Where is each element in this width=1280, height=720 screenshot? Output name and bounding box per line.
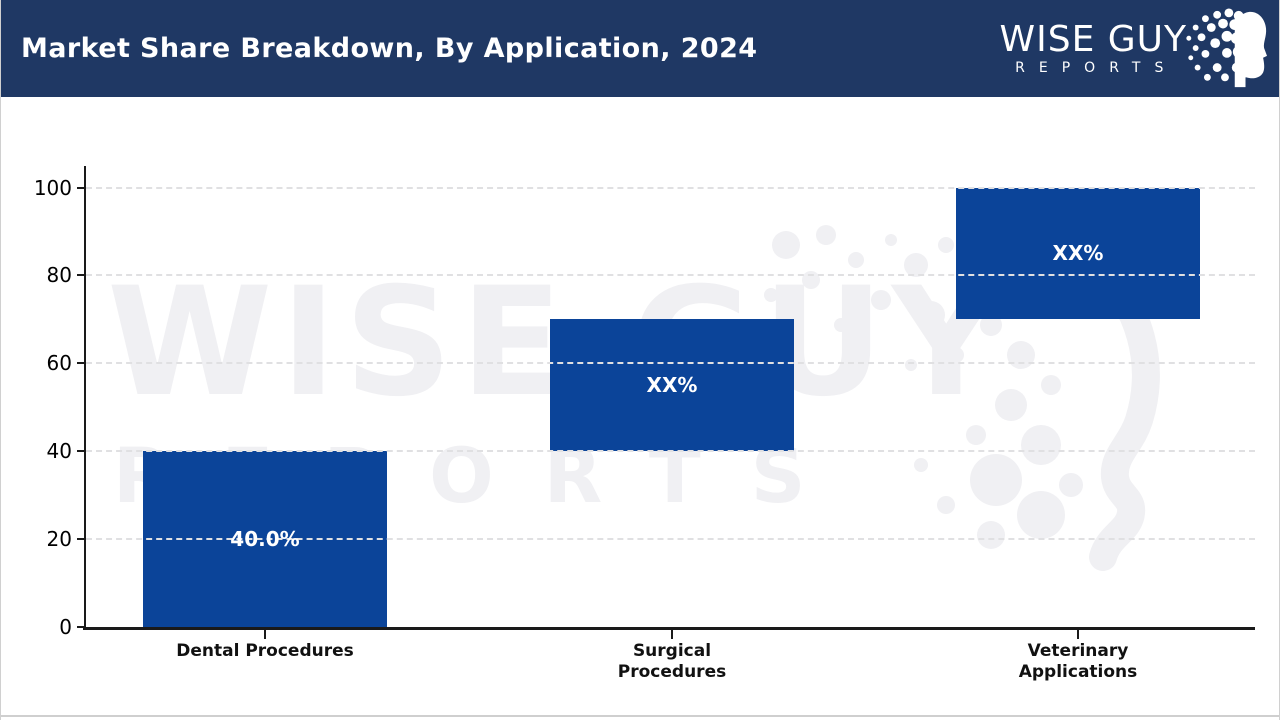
watermark-face-icon xyxy=(764,225,1160,571)
y-tick-0 xyxy=(77,626,84,628)
x-axis-line xyxy=(83,627,1255,630)
face-profile-dots-icon xyxy=(1186,7,1267,87)
y-axis-line xyxy=(84,166,86,630)
y-tick-label-20: 20 xyxy=(46,527,72,552)
bar-veterinary-applications xyxy=(956,187,1200,320)
chart-title: Market Share Breakdown, By Application, … xyxy=(21,33,758,64)
category-label-veterinary-applications: Veterinary Applications xyxy=(1018,641,1138,682)
logo-text: WISE GUY REPORTS xyxy=(999,18,1188,76)
category-label-dental-procedures: Dental Procedures xyxy=(176,641,354,661)
y-tick-label-100: 100 xyxy=(33,175,72,200)
bottom-border xyxy=(1,715,1279,717)
bar-value-label: XX% xyxy=(1052,241,1104,266)
logo-subtext: REPORTS xyxy=(1015,59,1178,76)
gridline-20 xyxy=(86,538,1255,541)
x-tick-surgical-procedures xyxy=(671,630,673,639)
x-tick-dental-procedures xyxy=(264,630,266,639)
y-tick-100 xyxy=(77,186,84,189)
bar-value-label: 40.0% xyxy=(230,527,300,552)
y-tick-60 xyxy=(77,362,84,365)
y-tick-label-40: 40 xyxy=(46,439,72,464)
category-label-surgical-procedures: Surgical Procedures xyxy=(617,641,727,682)
y-tick-20 xyxy=(77,538,84,541)
gridline-100 xyxy=(86,186,1255,189)
gridline-60 xyxy=(86,362,1255,365)
y-tick-label-60: 60 xyxy=(46,351,72,376)
y-tick-label-0: 0 xyxy=(59,615,72,639)
bar-surgical-procedures xyxy=(550,319,794,452)
y-tick-40 xyxy=(77,450,84,453)
gridline-40 xyxy=(86,450,1255,453)
x-tick-veterinary-applications xyxy=(1077,630,1079,639)
bar-value-label: XX% xyxy=(646,373,698,398)
gridline-80 xyxy=(86,274,1255,277)
wise-guy-logo: WISE GUY REPORTS xyxy=(999,7,1267,90)
logo-wordmark: WISE GUY xyxy=(999,18,1187,60)
y-tick-label-80: 80 xyxy=(46,263,72,288)
header-bar: Market Share Breakdown, By Application, … xyxy=(1,0,1279,97)
y-tick-80 xyxy=(77,274,84,277)
